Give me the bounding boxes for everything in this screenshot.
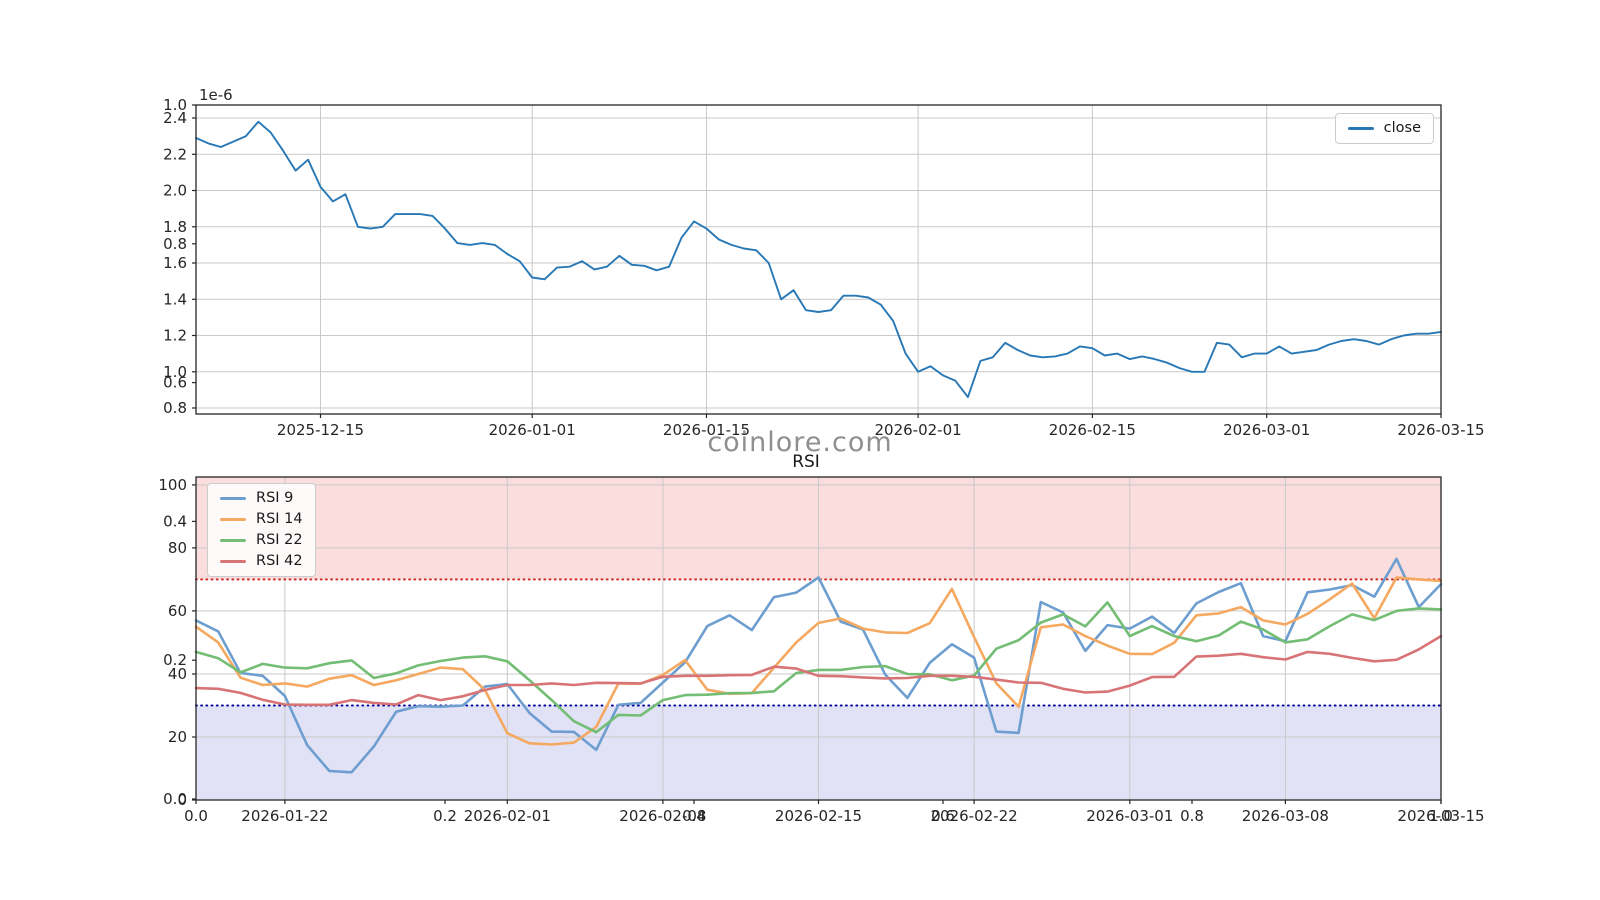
legend-label-rsi-22: RSI 22 — [256, 532, 303, 548]
y-tick-label: 0.8 — [163, 399, 187, 417]
y-tick-label: 1.8 — [163, 218, 187, 236]
x-tick-label: 2026-03-01 — [1223, 421, 1310, 439]
legend-price: close — [1334, 113, 1434, 144]
legend-label-rsi-42: RSI 42 — [256, 553, 303, 569]
x-tick-label: 2026-02-22 — [931, 807, 1018, 825]
legend-item-rsi-14: RSI 14 — [220, 512, 303, 527]
x-tick-label: 2026-02-01 — [464, 807, 551, 825]
y-tick-label: 1.4 — [163, 290, 187, 308]
x-tick-label: 2026-01-15 — [663, 421, 750, 439]
x-tick-label: 2026-03-01 — [1086, 807, 1173, 825]
price-grid — [196, 105, 1442, 414]
legend-rsi: RSI 9 RSI 14 RSI 22 RSI 42 — [207, 483, 316, 577]
overlay-x-tick-label: 1.0 — [1429, 807, 1453, 825]
series-line-rsi-14 — [194, 576, 1443, 746]
x-tick-label: 2026-02-15 — [1049, 421, 1136, 439]
x-tick-label: 2025-12-15 — [277, 421, 364, 439]
y-tick-label: 100 — [158, 476, 187, 494]
legend-label-rsi-9: RSI 9 — [256, 490, 294, 506]
y-tick-label: 2.2 — [163, 145, 187, 163]
overlay-x-tick-label: 0.0 — [184, 807, 208, 825]
overlay-y-tick-label: 0.6 — [163, 374, 187, 392]
y-tick-label: 2.4 — [163, 109, 187, 127]
y-tick-label: 0 — [177, 791, 187, 809]
y-tick-label: 1.2 — [163, 327, 187, 345]
legend-label-close: close — [1383, 120, 1421, 136]
overlay-y-tick-label: 0.0 — [163, 790, 187, 808]
series-line-rsi-22 — [194, 601, 1443, 734]
legend-item-rsi-42: RSI 42 — [220, 554, 303, 569]
x-tick-label: 2026-03-15 — [1397, 807, 1484, 825]
overlay-x-tick-label: 0.2 — [433, 807, 457, 825]
rsi-axis-labels: 2026-01-22 2026-02-01 2026-02-08 2026-02-15… — [158, 476, 1484, 825]
watermark: coinlore.com — [707, 427, 893, 458]
overlay-x-tick-label: 0.8 — [1180, 807, 1204, 825]
overlay-x-tick-label: 0.6 — [931, 807, 955, 825]
x-tick-label: 2026-03-15 — [1397, 421, 1484, 439]
close-line-swatch — [1347, 127, 1374, 130]
overlay-y-tick-label: 1.0 — [163, 96, 187, 114]
price-frame — [195, 104, 1442, 415]
y-tick-label: 60 — [168, 602, 187, 620]
rsi-22-swatch — [220, 539, 246, 542]
price-series — [195, 120, 1442, 399]
y-tick-label: 40 — [168, 665, 187, 683]
rsi-42-swatch — [220, 560, 246, 563]
figure-overlay-axes: 1.0 0.8 0.6 0.4 0.2 0.00.0 0.2 0.4 0.6 0.8 1.0 — [163, 96, 1453, 825]
rsi-series — [194, 557, 1443, 774]
y-axis-offset-label: 1e-6 — [199, 86, 233, 104]
series-line-close — [195, 120, 1442, 399]
x-tick-label: 2026-03-08 — [1242, 807, 1329, 825]
y-tick-label: 80 — [168, 539, 187, 557]
x-tick-label: 2026-02-08 — [619, 807, 706, 825]
overlay-x-tick-label: 0.4 — [682, 807, 706, 825]
x-tick-label: 2026-02-15 — [775, 807, 862, 825]
x-tick-label: 2026-01-01 — [489, 421, 576, 439]
rsi-panel-title: RSI — [792, 452, 820, 472]
x-tick-label: 2026-01-22 — [241, 807, 328, 825]
series-line-rsi-9 — [194, 557, 1443, 774]
series-line-rsi-42 — [194, 634, 1443, 707]
legend-label-rsi-14: RSI 14 — [256, 511, 303, 527]
overlay-y-tick-label: 0.8 — [163, 235, 187, 253]
rsi-hlines — [194, 578, 1443, 707]
legend-item-rsi-9: RSI 9 — [220, 491, 303, 506]
y-tick-label: 20 — [168, 728, 187, 746]
legend-item-rsi-22: RSI 22 — [220, 533, 303, 548]
x-tick-label: 2026-02-01 — [875, 421, 962, 439]
overlay-y-tick-label: 0.2 — [163, 651, 187, 669]
y-tick-label: 1.6 — [163, 254, 187, 272]
price-axis-labels: 2025-12-15 2026-01-01 2026-01-15 2026-02-01… — [163, 109, 1484, 439]
legend-item-close: close — [1347, 120, 1421, 136]
y-tick-label: 2.0 — [163, 182, 187, 200]
rsi-9-swatch — [220, 497, 246, 500]
rsi-14-swatch — [220, 518, 246, 521]
overlay-y-tick-label: 0.4 — [163, 512, 187, 530]
y-tick-label: 1.0 — [163, 363, 187, 381]
